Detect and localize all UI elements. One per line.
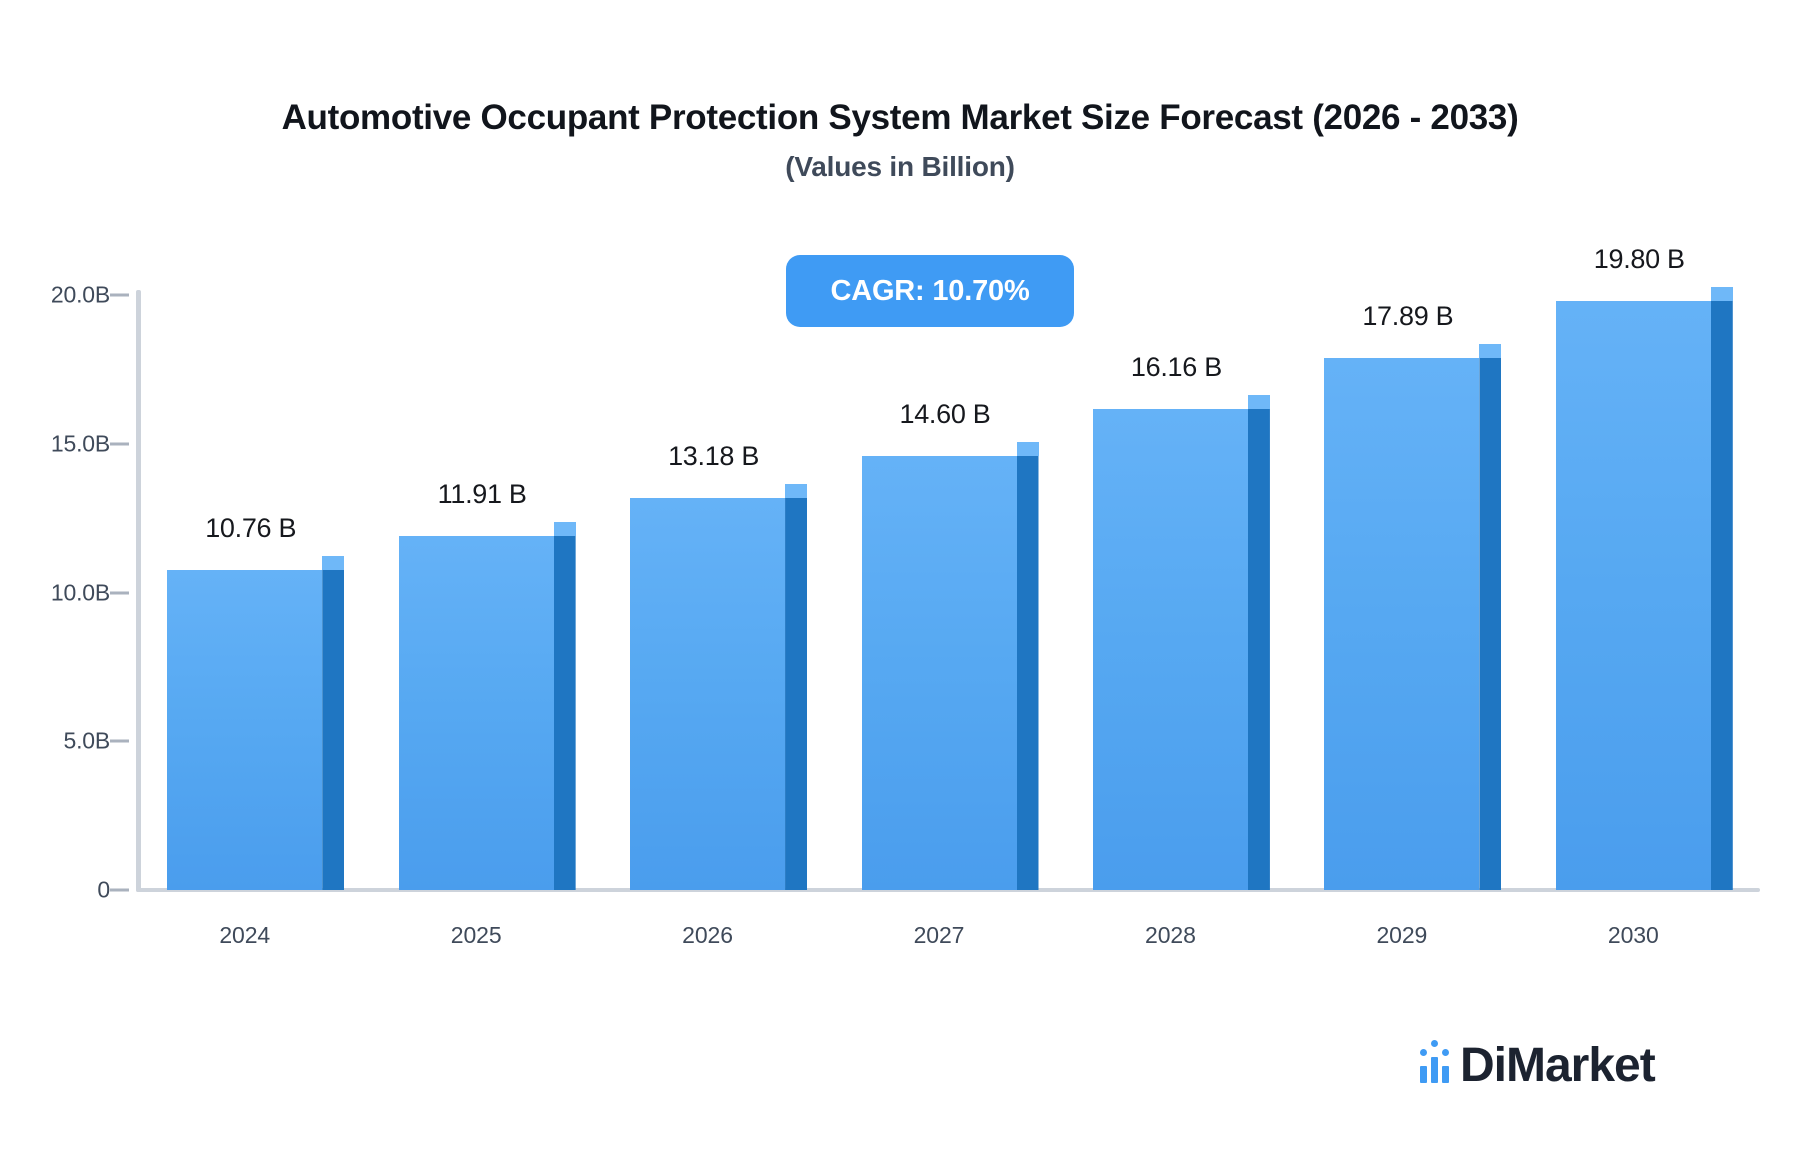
logo-dot-icon — [1431, 1040, 1438, 1047]
x-axis-category-label: 2026 — [682, 922, 733, 948]
bar-group[interactable]: 11.91 B — [398, 479, 576, 890]
bar-top-face — [1247, 395, 1270, 410]
bar-group[interactable]: 13.18 B — [630, 441, 808, 890]
y-axis-tick-mark — [110, 591, 129, 594]
bar-top-face — [322, 555, 345, 570]
bar-top-face — [1479, 343, 1502, 358]
y-axis-line — [136, 290, 141, 892]
bar-group[interactable]: 10.76 B — [167, 513, 345, 890]
y-axis-tick-mark — [110, 293, 129, 297]
brand-logo: DiMarket — [1420, 1039, 1656, 1092]
cagr-badge: CAGR: 10.70% — [786, 255, 1074, 327]
x-axis-category-label: 2024 — [219, 922, 271, 948]
y-axis-tick-label: 20.0B — [50, 281, 110, 308]
bar-top-face — [553, 521, 576, 536]
bar-value-label: 14.60 B — [899, 398, 991, 429]
logo-dot-icon — [1442, 1049, 1449, 1056]
x-axis-category-label: 2025 — [450, 922, 502, 948]
bar-value-label: 13.18 B — [668, 440, 760, 471]
bar-group[interactable]: 14.60 B — [861, 399, 1039, 890]
y-axis-tick-label: 10.0B — [50, 579, 110, 605]
bar-side-face — [553, 521, 576, 890]
x-axis-category-label: 2029 — [1376, 922, 1428, 948]
bar-front-face — [861, 455, 1017, 890]
x-axis-line — [136, 888, 1760, 892]
y-axis-tick-label: 15.0B — [50, 430, 110, 457]
y-axis-tick-mark — [110, 442, 129, 446]
y-axis-tick-label: 5.0B — [63, 727, 110, 754]
bar-side-face — [1247, 395, 1270, 890]
bar-top-face — [1016, 441, 1039, 456]
logo-dot-icon — [1420, 1049, 1427, 1056]
bars-logo-icon — [1420, 1040, 1449, 1083]
bar-side-face — [1016, 441, 1039, 890]
x-axis-category-label: 2027 — [913, 922, 965, 948]
logo-bar-icon — [1431, 1057, 1438, 1083]
brand-name: DiMarket — [1460, 1039, 1656, 1092]
bar-side-face — [785, 483, 808, 890]
bar-front-face — [1324, 357, 1480, 890]
bar-top-face — [785, 483, 808, 498]
bar-front-face — [1555, 300, 1711, 890]
bar-side-face — [322, 555, 345, 890]
title-block: Automotive Occupant Protection System Ma… — [0, 98, 1800, 183]
page-title: Automotive Occupant Protection System Ma… — [281, 98, 1519, 137]
bar-value-label: 16.16 B — [1130, 352, 1222, 383]
cagr-badge-label: CAGR: 10.70% — [830, 274, 1030, 307]
bar-front-face — [167, 569, 323, 890]
bar-top-face — [1710, 286, 1733, 301]
bar-value-label: 19.80 B — [1593, 243, 1685, 274]
bar-value-label: 11.91 B — [437, 478, 527, 509]
x-axis-category-label: 2028 — [1145, 922, 1196, 948]
bar-front-face — [630, 497, 786, 890]
y-axis-tick-mark — [110, 888, 129, 892]
bar-front-face — [398, 535, 554, 890]
y-axis-tick-mark — [110, 739, 129, 743]
logo-bar-icon — [1420, 1066, 1427, 1083]
bar-value-label: 10.76 B — [205, 512, 297, 543]
bar-side-face — [1479, 343, 1502, 890]
logo-bar-icon — [1442, 1066, 1449, 1083]
chart-subtitle: (Values in Billion) — [785, 151, 1015, 183]
bar-group[interactable]: 17.89 B — [1324, 301, 1502, 890]
y-axis-tick-label: 0 — [97, 876, 110, 903]
x-axis-category-label: 2030 — [1607, 922, 1659, 948]
bar-group[interactable]: 16.16 B — [1092, 352, 1270, 890]
bar-front-face — [1092, 409, 1248, 890]
bar-group[interactable]: 19.80 B — [1555, 244, 1733, 890]
bar-side-face — [1710, 286, 1733, 890]
bar-value-label: 17.89 B — [1362, 300, 1454, 331]
